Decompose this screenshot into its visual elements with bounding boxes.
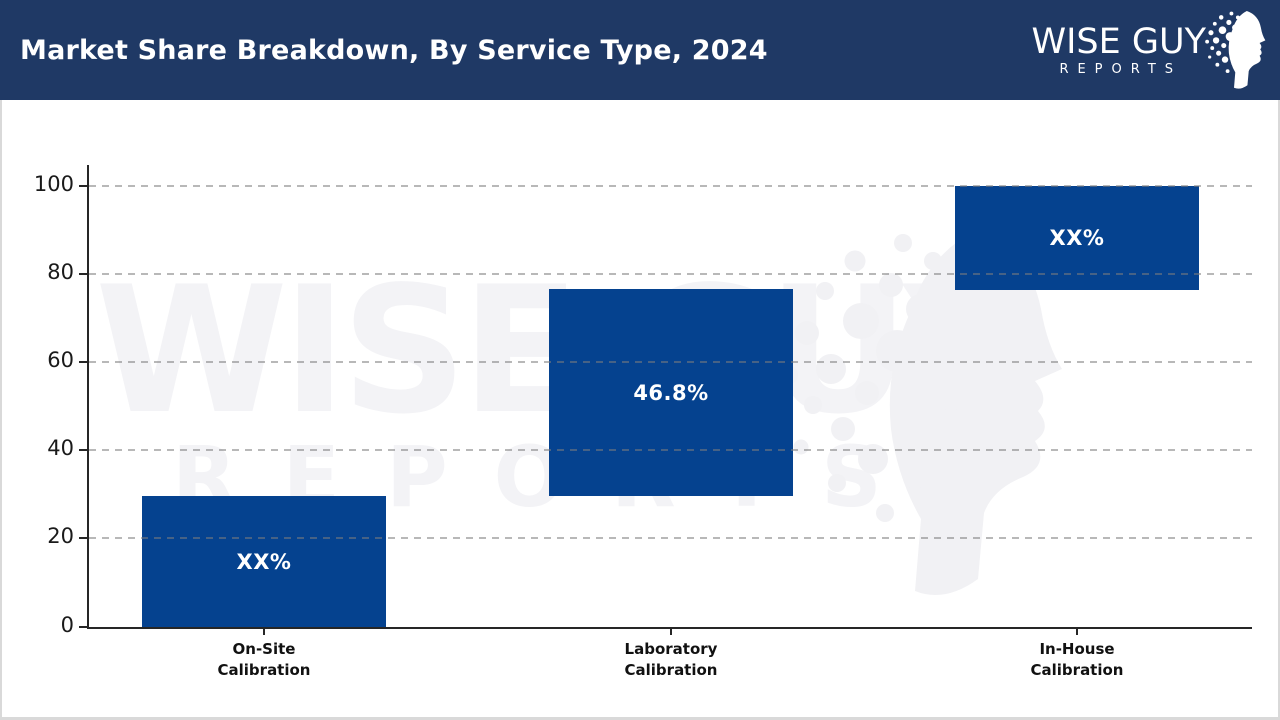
x-tick-in-house [1076, 629, 1078, 635]
x-label-laboratory: Laboratory Calibration [561, 639, 781, 681]
bar-value-label: 46.8% [633, 380, 709, 405]
y-tick-label: 60 [47, 348, 74, 372]
x-axis-line [87, 627, 1252, 629]
gridline-80 [89, 273, 1252, 275]
x-tick-on-site [263, 629, 265, 635]
y-tick-40 [79, 449, 87, 451]
gridline-100 [89, 185, 1252, 187]
logo-wordmark: WISE GUY [1031, 22, 1206, 62]
bar-in-house-calibration: XX% [955, 186, 1199, 290]
y-tick-60 [79, 361, 87, 363]
bar-laboratory-calibration: 46.8% [549, 289, 793, 496]
bar-value-label: XX% [236, 549, 292, 574]
bar-on-site-calibration: XX% [142, 496, 386, 627]
y-tick-0 [79, 626, 87, 628]
x-label-line: On-Site [232, 640, 296, 658]
x-label-in-house: In-House Calibration [967, 639, 1187, 681]
x-label-line: Laboratory [624, 640, 718, 658]
gridline-20 [89, 537, 1252, 539]
gridline-40 [89, 449, 1252, 451]
y-tick-label: 0 [60, 613, 74, 637]
y-tick-label: 100 [33, 172, 74, 196]
x-label-line: In-House [1039, 640, 1115, 658]
gridline-60 [89, 361, 1252, 363]
y-tick-80 [79, 273, 87, 275]
logo-subtitle: REPORTS [1059, 62, 1183, 77]
y-tick-20 [79, 537, 87, 539]
watermark-face-icon [780, 231, 1062, 595]
y-axis-line [87, 165, 89, 629]
header-bar: Market Share Breakdown, By Service Type,… [0, 0, 1280, 100]
y-tick-label: 20 [47, 524, 74, 548]
x-label-line: Calibration [217, 661, 311, 679]
wiseguy-face-icon [1205, 10, 1266, 89]
x-label-line: Calibration [624, 661, 718, 679]
y-tick-label: 80 [47, 260, 74, 284]
y-tick-100 [79, 185, 87, 187]
x-label-line: Calibration [1030, 661, 1124, 679]
wiseguy-logo: WISE GUY REPORTS [1031, 8, 1266, 92]
page-title: Market Share Breakdown, By Service Type,… [20, 34, 768, 66]
y-tick-label: 40 [47, 436, 74, 460]
x-label-on-site: On-Site Calibration [154, 639, 374, 681]
wiseguy-logo-text: WISE GUY REPORTS [1031, 23, 1206, 77]
x-tick-laboratory [670, 629, 672, 635]
bar-value-label: XX% [1049, 226, 1105, 250]
